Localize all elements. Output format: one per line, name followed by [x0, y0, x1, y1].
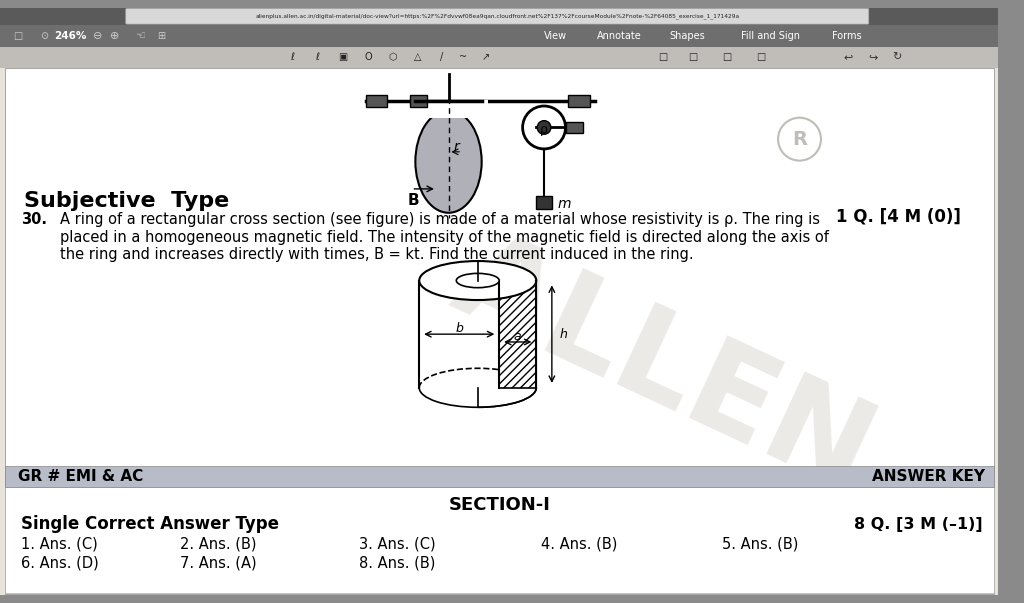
Bar [410, 95, 427, 107]
Text: ANSWER KEY: ANSWER KEY [871, 469, 985, 484]
Text: ℓ: ℓ [315, 52, 318, 62]
Bar [5, 487, 993, 593]
Bar [410, 100, 487, 118]
Text: 3. Ans. (C): 3. Ans. (C) [358, 536, 435, 551]
Text: ρ: ρ [540, 123, 548, 136]
Text: 246%: 246% [54, 31, 86, 41]
Text: ⊕: ⊕ [111, 31, 120, 41]
Bar [5, 68, 993, 595]
Text: GR # EMI & AC: GR # EMI & AC [17, 469, 142, 484]
Text: 30.: 30. [22, 212, 47, 227]
Text: ▣: ▣ [339, 52, 348, 62]
Text: placed in a homogeneous magnetic field. The intensity of the magnetic field is d: placed in a homogeneous magnetic field. … [60, 230, 829, 245]
Text: □: □ [688, 52, 697, 62]
Ellipse shape [457, 273, 500, 288]
Text: 6. Ans. (D): 6. Ans. (D) [22, 556, 99, 571]
Text: ↪: ↪ [868, 52, 878, 62]
Text: m: m [558, 197, 571, 210]
Text: Subjective  Type: Subjective Type [25, 191, 229, 211]
Text: □: □ [13, 31, 23, 41]
Text: h: h [560, 327, 567, 341]
Text: ⊖: ⊖ [93, 31, 102, 41]
Text: 1. Ans. (C): 1. Ans. (C) [22, 536, 98, 551]
Text: B: B [408, 193, 419, 208]
Text: ↗: ↗ [481, 52, 489, 62]
Text: SECTION-I: SECTION-I [449, 496, 550, 514]
Bar [565, 122, 583, 133]
Text: ↩: ↩ [844, 52, 853, 62]
Text: Single Correct Answer Type: Single Correct Answer Type [22, 516, 280, 533]
Text: 8. Ans. (B): 8. Ans. (B) [358, 556, 435, 571]
Bar [0, 46, 998, 68]
Text: □: □ [756, 52, 765, 62]
Text: a: a [514, 330, 521, 343]
Text: ~: ~ [459, 52, 467, 62]
Text: Fill and Sign: Fill and Sign [740, 31, 800, 41]
Text: Shapes: Shapes [670, 31, 706, 41]
Text: /: / [440, 52, 443, 62]
Text: ⬡: ⬡ [389, 52, 397, 62]
Bar [0, 7, 998, 25]
Text: 7. Ans. (A): 7. Ans. (A) [180, 556, 257, 571]
Text: ALLEN: ALLEN [435, 219, 891, 517]
Bar [5, 466, 993, 487]
Text: b: b [456, 322, 463, 335]
Text: r: r [454, 140, 459, 154]
Text: □: □ [658, 52, 668, 62]
Circle shape [538, 121, 551, 134]
Bar [366, 95, 387, 107]
Text: ↻: ↻ [892, 52, 902, 62]
Text: Annotate: Annotate [597, 31, 641, 41]
Text: △: △ [414, 52, 421, 62]
Text: ℓ: ℓ [291, 52, 295, 62]
Ellipse shape [419, 261, 537, 300]
Text: □: □ [722, 52, 731, 62]
Bar [0, 25, 998, 46]
Text: 5. Ans. (B): 5. Ans. (B) [722, 536, 798, 551]
Text: ☜: ☜ [136, 31, 146, 41]
Text: 2. Ans. (B): 2. Ans. (B) [180, 536, 257, 551]
Ellipse shape [416, 110, 481, 213]
Text: 4. Ans. (B): 4. Ans. (B) [541, 536, 617, 551]
FancyBboxPatch shape [126, 8, 868, 24]
Text: O: O [365, 52, 373, 62]
Text: the ring and increases directly with times, B = kt. Find the current induced in : the ring and increases directly with tim… [60, 247, 694, 262]
Bar [537, 196, 552, 209]
Text: ⊞: ⊞ [157, 31, 165, 41]
Text: ⊙: ⊙ [40, 31, 48, 41]
Text: View: View [544, 31, 567, 41]
Bar [500, 280, 537, 388]
Text: R: R [792, 130, 807, 149]
Text: A ring of a rectangular cross section (see figure) is made of a material whose r: A ring of a rectangular cross section (s… [60, 212, 820, 227]
Text: 8 Q. [3 M (–1)]: 8 Q. [3 M (–1)] [854, 517, 983, 532]
Text: alienplus.allen.ac.in/digital-material/doc-view?url=https:%2F%2Fdvvwf08ea9qan.cl: alienplus.allen.ac.in/digital-material/d… [255, 13, 739, 19]
Text: Forms: Forms [831, 31, 861, 41]
Text: 1 Q. [4 M (0)]: 1 Q. [4 M (0)] [836, 207, 961, 226]
Bar [568, 95, 590, 107]
